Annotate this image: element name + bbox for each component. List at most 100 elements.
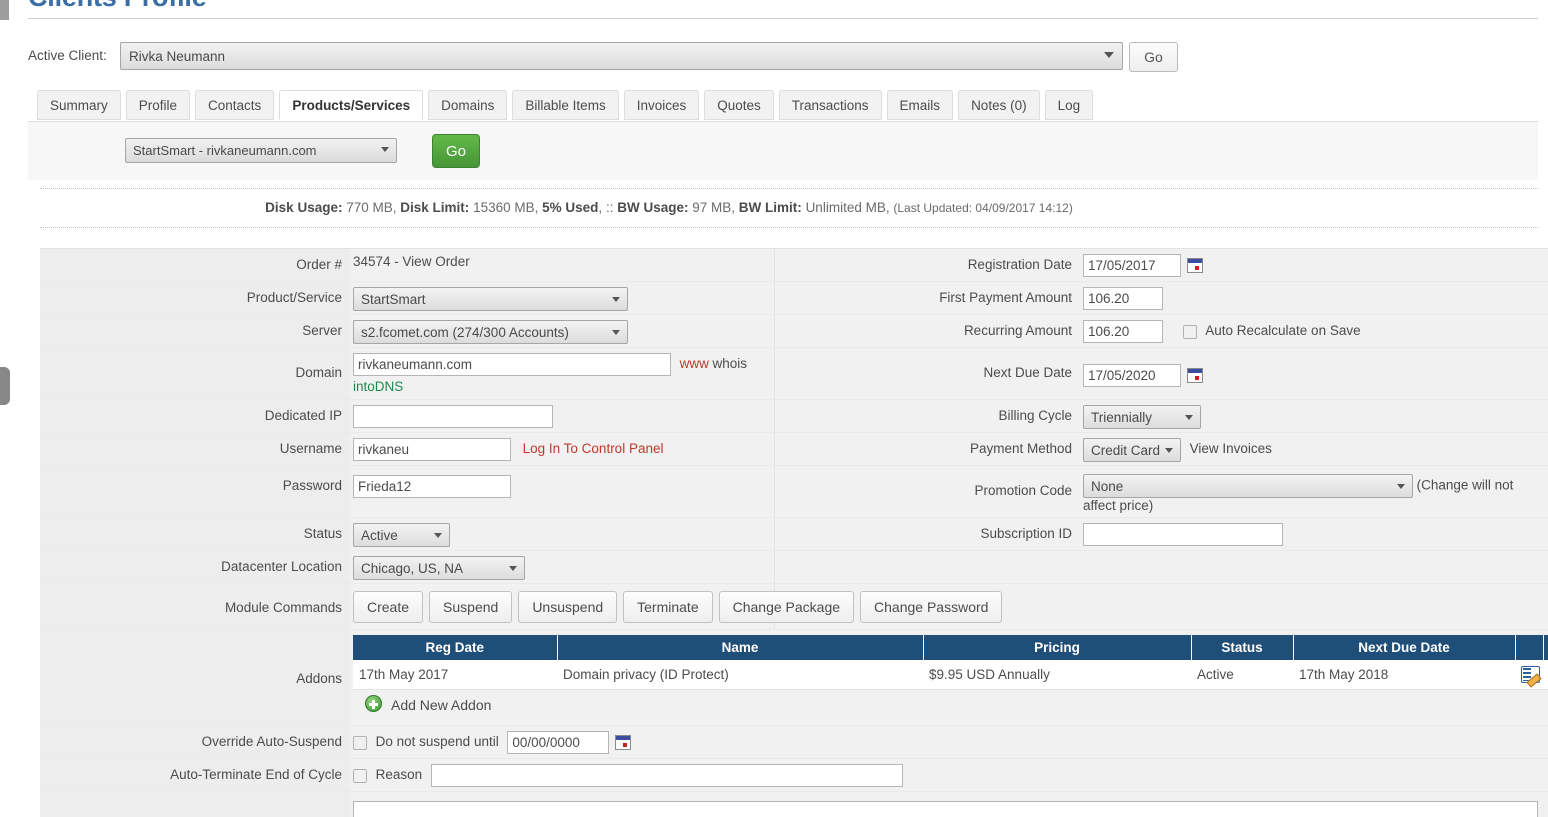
edit-icon[interactable] <box>1521 666 1540 683</box>
view-invoices-link[interactable]: View Invoices <box>1189 441 1272 457</box>
domain-www-link[interactable]: www <box>679 355 709 371</box>
tab-domains[interactable]: Domains <box>428 90 508 120</box>
status-select[interactable]: Active <box>353 523 450 547</box>
add-new-addon-button[interactable]: Add New Addon <box>353 690 1548 713</box>
tab-notes-0[interactable]: Notes (0) <box>958 90 1040 120</box>
billing-cycle-label: Billing Cycle <box>998 408 1072 423</box>
bw-usage-label: BW Usage: <box>617 200 689 215</box>
percent-used: 5% Used <box>542 200 599 215</box>
auto-terminate-checkbox[interactable] <box>353 768 367 783</box>
calendar-icon[interactable] <box>1186 368 1203 383</box>
tab-label: Contacts <box>208 98 262 113</box>
client-tabs: Summary Profile Contacts Products/Services D… <box>28 90 1538 122</box>
products-select[interactable]: StartSmart - rivkaneumann.com <box>125 138 397 163</box>
billing-cycle-value: Triennially <box>1091 410 1153 425</box>
module-commands-cell: Create Suspend Unsuspend Terminate Change Pa… <box>351 584 1548 628</box>
module-command-suspend-button[interactable]: Suspend <box>429 591 513 623</box>
addons-column-header: Reg Date <box>353 635 558 660</box>
tab-contacts[interactable]: Contacts <box>195 90 275 120</box>
domain-input[interactable] <box>353 353 671 376</box>
active-client-go-button[interactable]: Go <box>1129 42 1178 72</box>
promotion-code-cell: None (Change will not affect price) <box>1081 466 1548 518</box>
auto-recalculate-checkbox[interactable] <box>1182 324 1197 339</box>
module-command-unsuspend-button[interactable]: Unsuspend <box>518 591 618 623</box>
module-command-change-password-button[interactable]: Change Password <box>860 591 1003 623</box>
active-client-value: Rivka Neumann <box>129 49 226 64</box>
page-title: Clients Profile <box>28 0 207 13</box>
password-input[interactable] <box>353 475 511 498</box>
domain-cell: www whois intoDNS <box>351 348 753 399</box>
first-payment-label: First Payment Amount <box>939 290 1072 305</box>
do-not-suspend-until-input[interactable] <box>507 731 610 754</box>
override-autosuspend-checkbox[interactable] <box>353 735 367 750</box>
addon-next-due-date: 17th May 2018 <box>1293 660 1515 690</box>
next-due-date-label: Next Due Date <box>983 365 1072 380</box>
addon-delete-cell[interactable] <box>1543 660 1548 690</box>
product-details-form: Order # 34574 - View Order Registration … <box>40 248 1548 817</box>
scrollbar-handle[interactable] <box>0 367 10 405</box>
addons-column-header: Status <box>1191 635 1294 660</box>
tab-invoices[interactable]: Invoices <box>623 90 700 120</box>
reason-input[interactable] <box>430 764 903 787</box>
password-label: Password <box>40 466 351 517</box>
module-command-create-button[interactable]: Create <box>353 591 424 623</box>
form-row-override-autosuspend: Override Auto-Suspend Do not suspend unt… <box>40 726 1548 759</box>
usage-summary-text: Disk Usage: 770 MB, Disk Limit: 15360 MB… <box>265 200 1073 215</box>
tab-profile[interactable]: Profile <box>125 90 191 120</box>
form-row-datacenter: Datacenter Location Chicago, US, NA <box>40 551 1548 584</box>
billing-cycle-select[interactable]: Triennially <box>1083 405 1201 429</box>
products-go-button[interactable]: Go <box>432 134 480 168</box>
calendar-icon[interactable] <box>1186 258 1203 273</box>
admin-notes-label: Admin Notes <box>40 792 351 817</box>
tab-transactions[interactable]: Transactions <box>778 90 882 120</box>
product-service-value: StartSmart <box>361 292 426 307</box>
subscription-id-cell <box>1081 518 1548 551</box>
registration-date-input[interactable] <box>1083 254 1181 277</box>
admin-notes-textarea[interactable] <box>353 801 1538 817</box>
server-select[interactable]: s2.fcomet.com (274/300 Accounts) <box>353 320 628 344</box>
addon-reg-date: 17th May 2017 <box>353 660 557 690</box>
tab-quotes[interactable]: Quotes <box>704 90 774 120</box>
server-label: Server <box>40 315 351 347</box>
domain-intodns-link[interactable]: intoDNS <box>353 379 404 394</box>
order-label: Order # <box>40 249 351 281</box>
last-updated-text: (Last Updated: 04/09/2017 14:12) <box>893 201 1073 215</box>
override-autosuspend-label: Override Auto-Suspend <box>40 726 351 758</box>
promotion-code-select[interactable]: None <box>1083 474 1413 498</box>
addon-edit-cell[interactable] <box>1515 660 1543 690</box>
chevron-down-icon <box>1165 448 1173 453</box>
datacenter-location-select[interactable]: Chicago, US, NA <box>353 556 525 580</box>
left-edge-gutter <box>0 0 16 817</box>
disk-usage-label: Disk Usage: <box>265 200 343 215</box>
tab-log[interactable]: Log <box>1044 90 1094 120</box>
recurring-amount-input[interactable] <box>1083 320 1163 343</box>
column-divider <box>774 249 775 281</box>
tab-summary[interactable]: Summary <box>37 90 121 120</box>
calendar-icon[interactable] <box>614 735 631 750</box>
active-client-select[interactable]: Rivka Neumann <box>120 42 1123 70</box>
product-service-label: Product/Service <box>40 282 351 314</box>
subscription-id-input[interactable] <box>1083 523 1283 546</box>
form-row-order: Order # 34574 - View Order Registration … <box>40 249 1548 282</box>
view-order-link[interactable]: View Order <box>402 254 470 269</box>
tab-emails[interactable]: Emails <box>886 90 954 120</box>
tab-products-services[interactable]: Products/Services <box>279 90 424 120</box>
column-divider <box>774 315 775 347</box>
addons-column-header: Next Due Date <box>1293 635 1516 660</box>
username-input[interactable] <box>353 438 511 461</box>
tab-billable-items[interactable]: Billable Items <box>512 90 619 120</box>
login-control-panel-link[interactable]: Log In To Control Panel <box>522 440 664 456</box>
module-command-change-package-button[interactable]: Change Package <box>718 591 855 623</box>
dedicated-ip-input[interactable] <box>353 405 553 428</box>
promotion-code-label: Promotion Code <box>974 483 1072 498</box>
first-payment-input[interactable] <box>1083 287 1163 310</box>
column-divider <box>774 282 775 314</box>
payment-method-select[interactable]: Credit Card <box>1083 438 1181 462</box>
status-label: Status <box>40 518 351 550</box>
module-command-terminate-button[interactable]: Terminate <box>623 591 713 623</box>
domain-whois-link[interactable]: whois <box>712 355 748 371</box>
product-service-select[interactable]: StartSmart <box>353 287 628 311</box>
scrollbar-handle-top[interactable] <box>0 0 9 20</box>
addons-column-header: Name <box>557 635 924 660</box>
next-due-date-input[interactable] <box>1083 364 1181 387</box>
